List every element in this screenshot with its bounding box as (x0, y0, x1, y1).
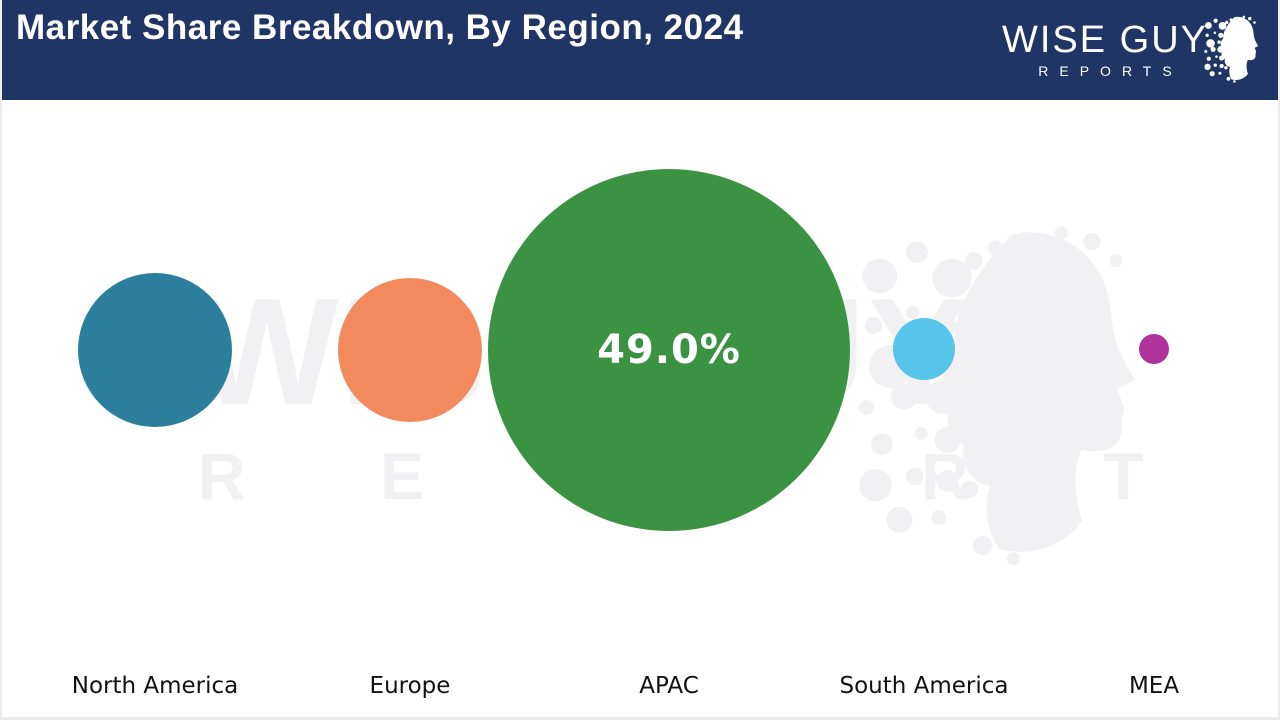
brand-wordmark: WISE GUY REPORTS (1002, 20, 1208, 80)
header-bar: Market Share Breakdown, By Region, 2024 … (2, 0, 1278, 100)
brand-name: WISE GUY (1001, 19, 1208, 61)
head-profile-icon (1202, 9, 1266, 91)
bubble-mea (1139, 334, 1169, 364)
bubble-south-america (893, 318, 955, 380)
bubble-europe (338, 278, 482, 422)
bubble-value-label: 49.0% (597, 327, 741, 373)
brand-logo: WISE GUY REPORTS (1002, 8, 1266, 92)
page-title: Market Share Breakdown, By Region, 2024 (16, 8, 744, 47)
brand-subtitle: REPORTS (1038, 63, 1183, 79)
bubble-apac: 49.0% (488, 169, 850, 531)
bubble-north-america (78, 273, 232, 427)
